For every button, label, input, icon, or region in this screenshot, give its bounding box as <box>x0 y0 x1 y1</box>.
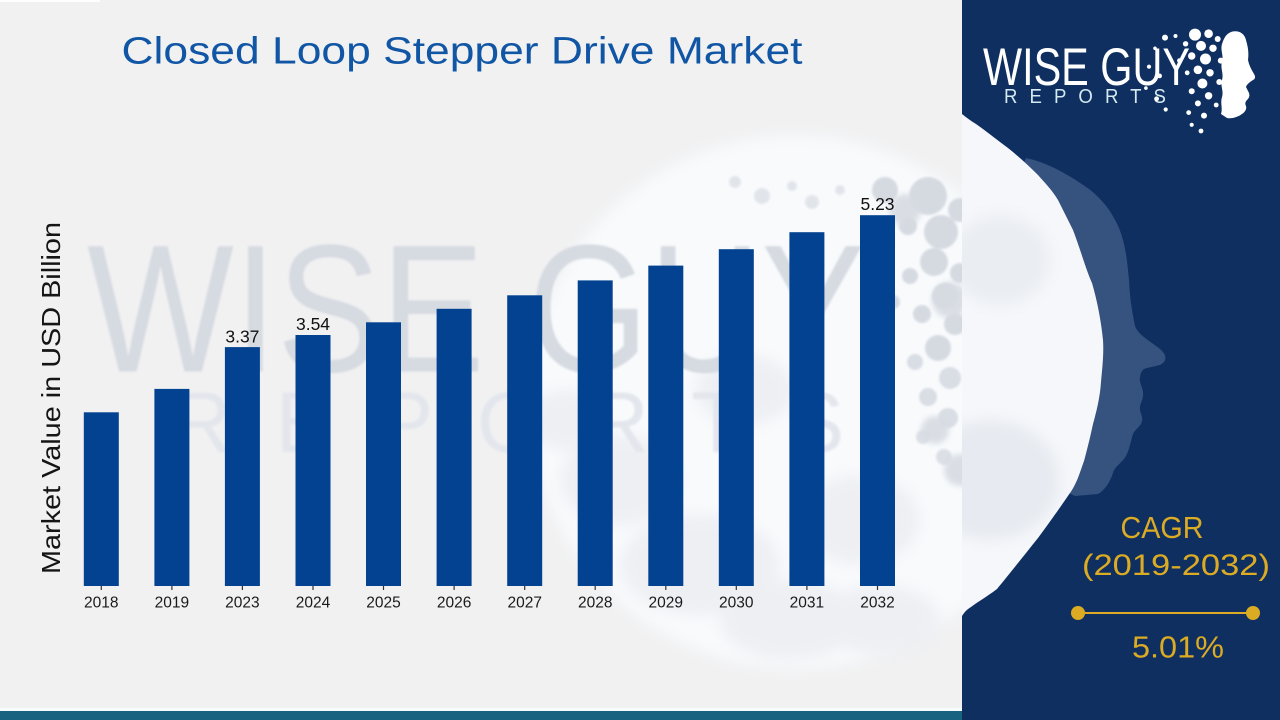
svg-text:2031: 2031 <box>790 595 824 612</box>
svg-text:REPORTS: REPORTS <box>1004 86 1178 108</box>
svg-text:5.23: 5.23 <box>860 194 894 214</box>
svg-text:3.54: 3.54 <box>296 314 330 334</box>
svg-text:2030: 2030 <box>719 595 754 612</box>
svg-text:2026: 2026 <box>437 595 471 612</box>
svg-text:2032: 2032 <box>860 595 894 612</box>
svg-text:2019: 2019 <box>155 595 189 612</box>
svg-text:CAGR: CAGR <box>1121 511 1204 545</box>
svg-text:2018: 2018 <box>84 595 118 612</box>
svg-text:2028: 2028 <box>578 595 612 612</box>
svg-text:2027: 2027 <box>507 595 541 612</box>
svg-text:2025: 2025 <box>366 595 400 612</box>
svg-text:2023: 2023 <box>225 595 259 612</box>
svg-text:Closed Loop Stepper Drive Mark: Closed Loop Stepper Drive Market <box>122 31 804 73</box>
svg-text:Market Value in USD Billion: Market Value in USD Billion <box>36 222 66 574</box>
svg-text:2029: 2029 <box>649 595 683 612</box>
svg-text:3.37: 3.37 <box>225 327 259 347</box>
svg-text:5.01%: 5.01% <box>1132 631 1224 665</box>
svg-text:(2019-2032): (2019-2032) <box>1082 549 1270 582</box>
svg-text:2024: 2024 <box>296 595 331 612</box>
